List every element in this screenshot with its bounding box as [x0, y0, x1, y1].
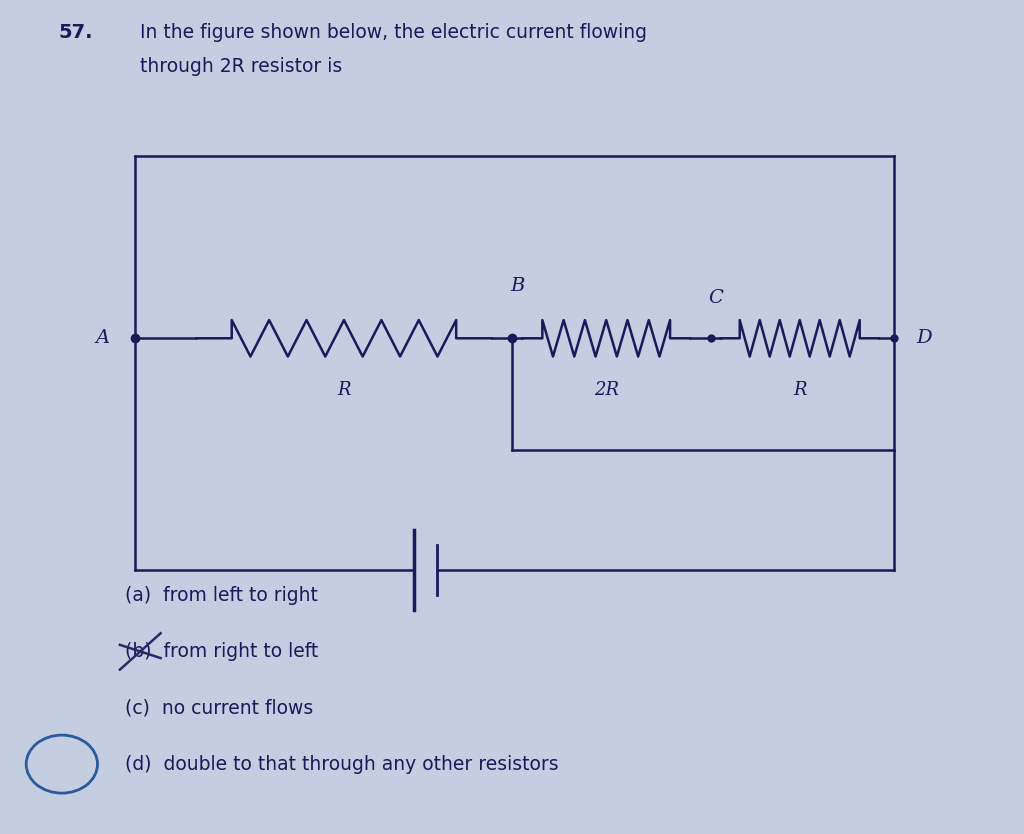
Text: R: R [337, 381, 350, 399]
Text: In the figure shown below, the electric current flowing: In the figure shown below, the electric … [140, 23, 647, 43]
Text: (d)  double to that through any other resistors: (d) double to that through any other res… [125, 755, 559, 774]
Text: D: D [916, 329, 932, 347]
Text: B: B [510, 277, 524, 295]
Text: 2R: 2R [594, 381, 618, 399]
Text: through 2R resistor is: through 2R resistor is [140, 57, 342, 76]
Text: C: C [709, 289, 723, 307]
Text: (c)  no current flows: (c) no current flows [125, 698, 313, 717]
Text: (a)  from left to right: (a) from left to right [125, 585, 317, 605]
Text: 57.: 57. [58, 23, 93, 43]
Text: R: R [793, 381, 807, 399]
Text: A: A [95, 329, 110, 347]
Text: (b)  from right to left: (b) from right to left [125, 642, 318, 661]
